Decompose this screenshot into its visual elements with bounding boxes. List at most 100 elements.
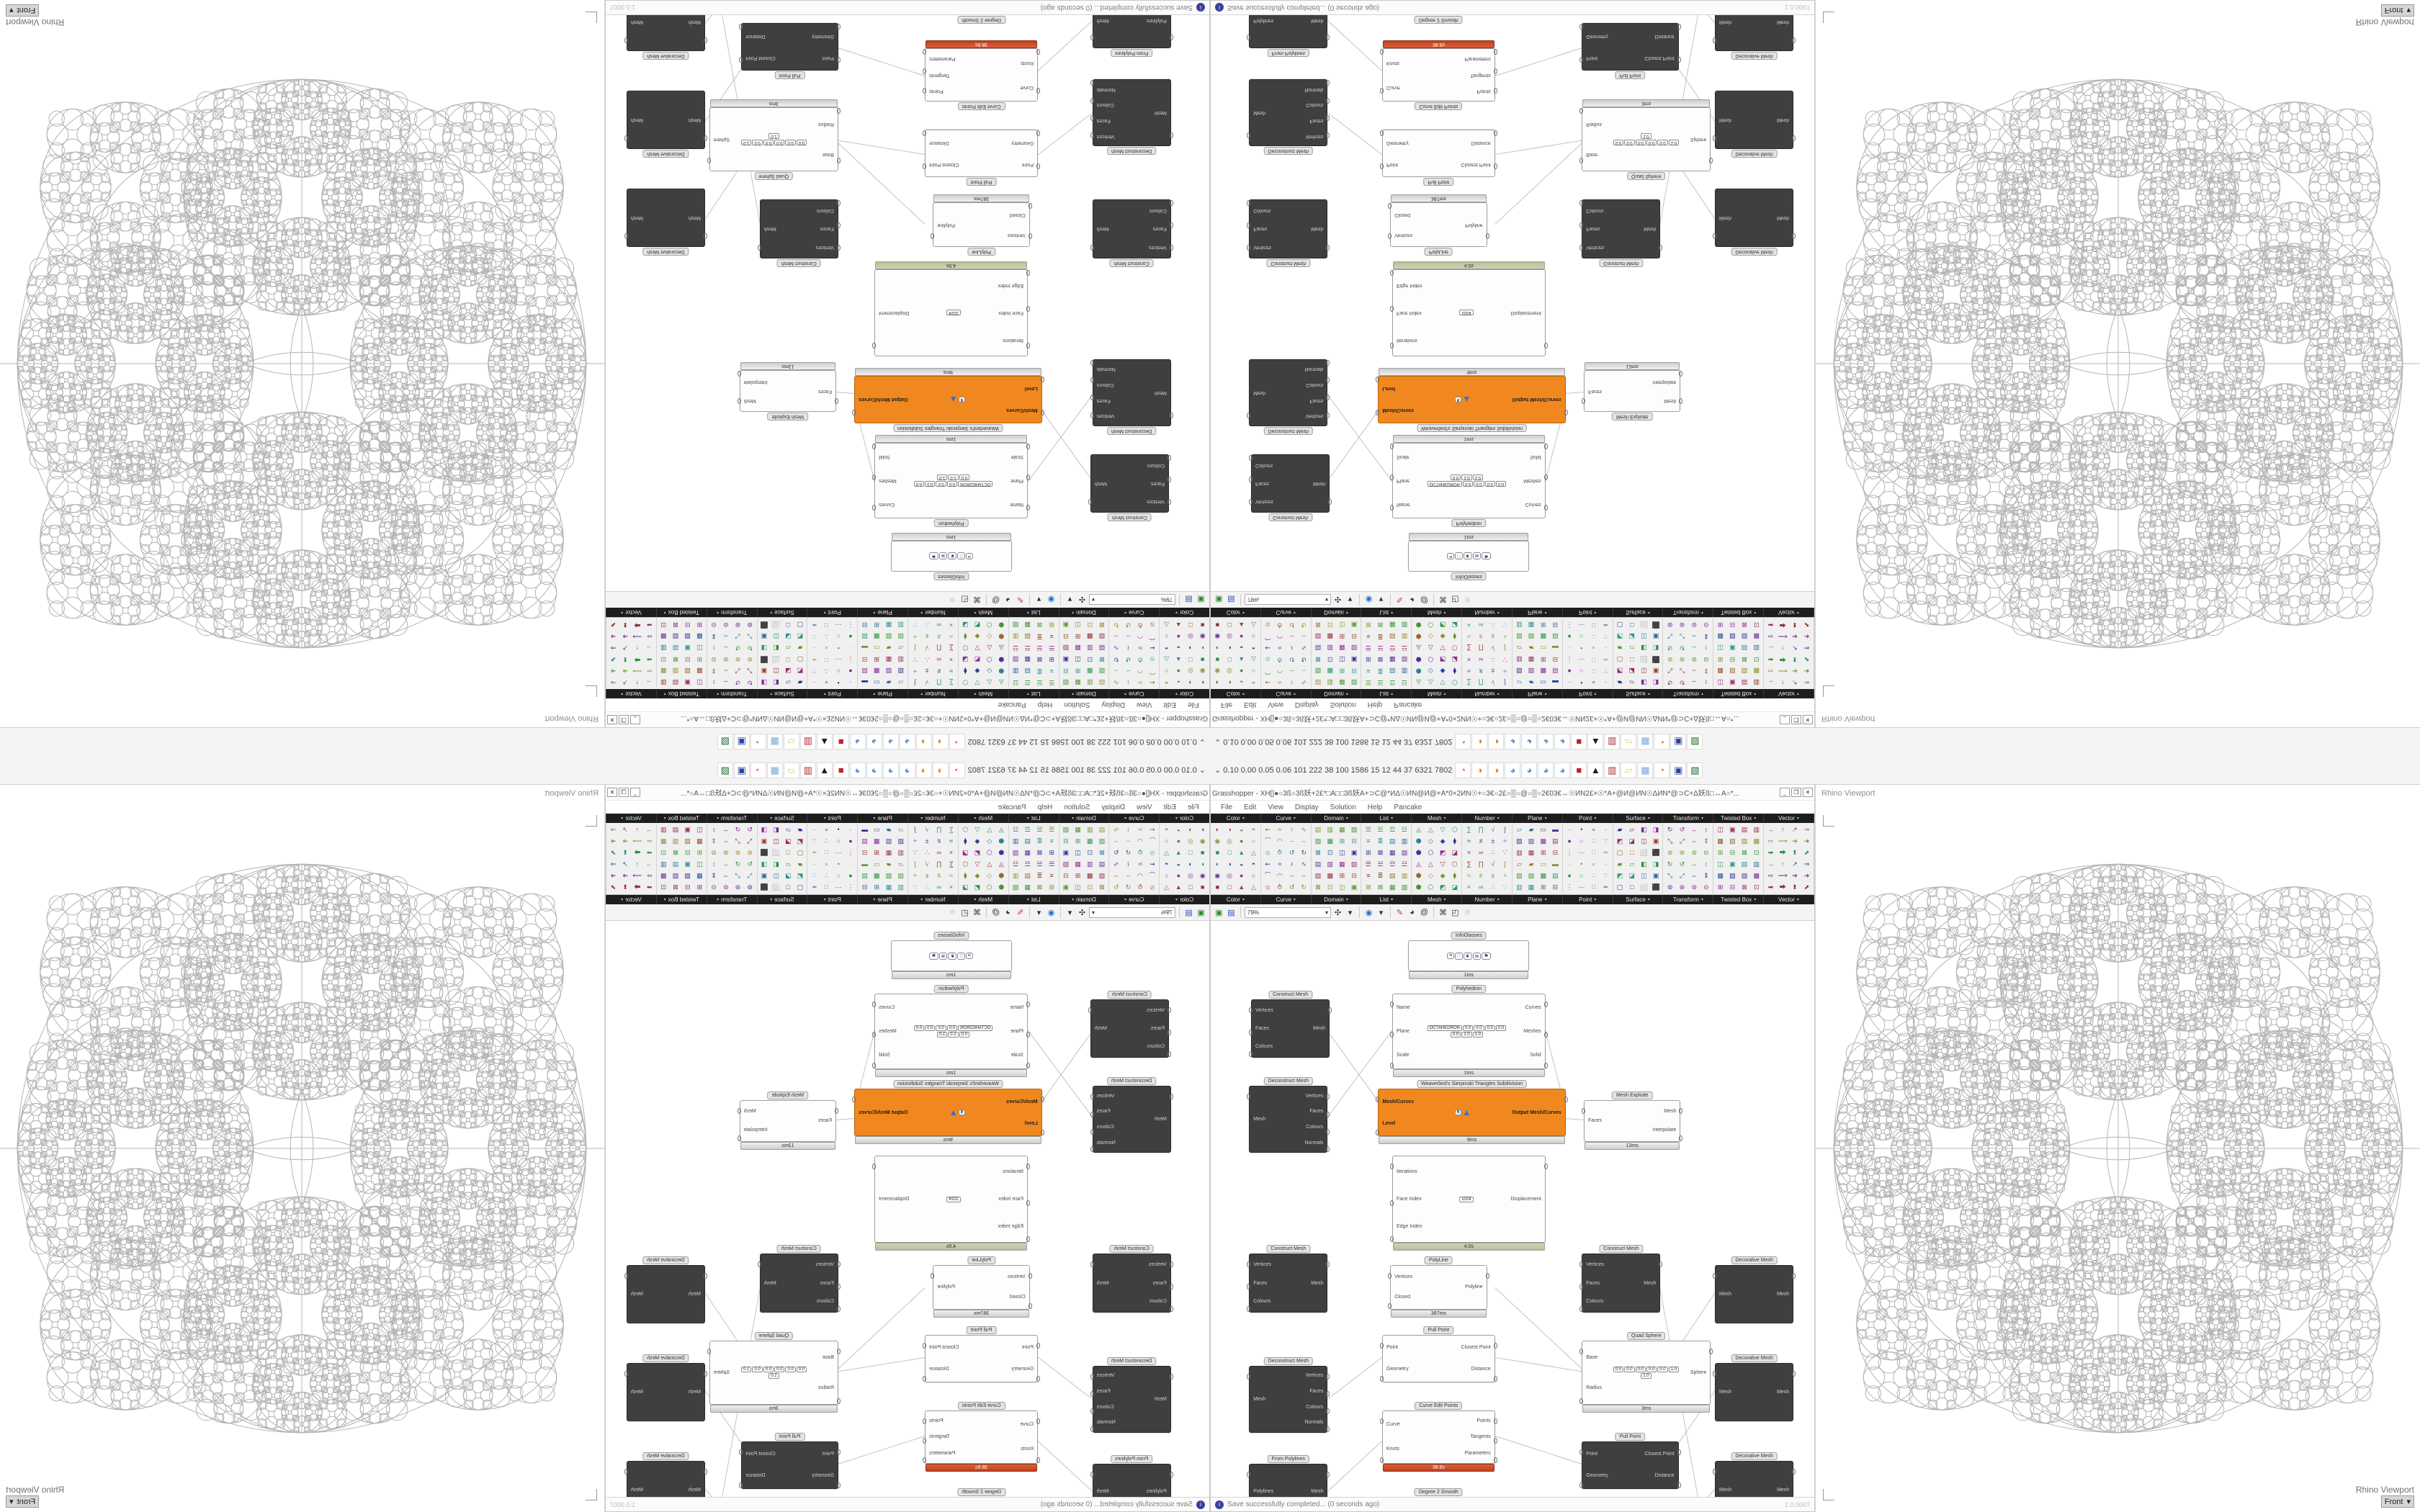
component-button[interactable]: ▧ <box>1726 665 1739 677</box>
component-button[interactable]: ⊟ <box>1549 654 1561 665</box>
output-port[interactable] <box>1792 135 1796 142</box>
component-button[interactable]: ⥁ <box>1134 847 1147 858</box>
chevron-down-icon[interactable]: ▾ <box>1242 897 1245 902</box>
component-button[interactable]: ▥ <box>1750 642 1762 653</box>
component-button[interactable]: ▽ <box>972 858 984 870</box>
component-button[interactable]: ⊜ <box>1688 654 1700 665</box>
component-button[interactable]: ▰ <box>883 824 895 835</box>
component-button[interactable]: ▦ <box>1072 824 1084 835</box>
input-port-label[interactable]: Knots <box>1386 60 1400 66</box>
gh-node-wb-sierpinski[interactable]: Mesh/Curves Level 6 ▲ Output Mesh/Curves Weav… <box>852 1080 1044 1145</box>
input-port-label[interactable]: Scale <box>1397 454 1410 459</box>
component-button[interactable]: ⊠ <box>670 654 682 665</box>
output-port-label[interactable]: Colours <box>1304 1405 1323 1410</box>
component-button[interactable]: ⊡ <box>658 847 670 858</box>
component-button[interactable]: ◫ <box>1336 618 1348 630</box>
firefox-icon[interactable]: ◔ <box>949 762 965 778</box>
value-field[interactable]: 0.0 <box>763 140 774 146</box>
component-button[interactable]: ↺ <box>1122 847 1134 858</box>
palette-icon[interactable]: ◕ <box>1521 734 1538 750</box>
component-button[interactable]: ⌢ <box>1298 630 1310 642</box>
chevron-down-icon[interactable]: ▾ <box>770 691 772 696</box>
component-button[interactable]: • <box>1576 858 1588 870</box>
input-port[interactable] <box>1036 1342 1040 1349</box>
component-button[interactable]: ⧫ <box>959 630 972 642</box>
output-port[interactable] <box>1090 114 1094 121</box>
component-button[interactable]: ± <box>921 665 933 677</box>
component-button[interactable]: ⇜ <box>1262 858 1274 870</box>
input-port-label[interactable]: Base <box>818 1355 834 1360</box>
component-button[interactable]: ○ <box>1160 870 1173 882</box>
output-port-label[interactable]: Polyline <box>937 222 955 228</box>
component-button[interactable]: ⊜ <box>1688 847 1700 858</box>
component-button[interactable]: ▦ <box>1714 870 1726 882</box>
output-port-label[interactable]: Faces <box>1304 118 1323 123</box>
input-port[interactable] <box>1388 1302 1392 1309</box>
component-button[interactable]: ÷ <box>1499 630 1511 642</box>
chevron-down-icon[interactable]: ▾ <box>1391 691 1393 696</box>
component-button[interactable]: ⇕ <box>708 835 720 847</box>
input-port[interactable] <box>836 200 841 207</box>
component-button[interactable]: ▤ <box>1096 858 1108 870</box>
component-button[interactable]: ▦ <box>1072 642 1084 653</box>
component-button[interactable]: ↔ <box>1688 824 1700 835</box>
component-button[interactable]: ÷ <box>1499 835 1511 847</box>
input-port[interactable] <box>1040 1130 1044 1136</box>
rhino-viewport[interactable]: Rhino Viewport Front ▾ Rhino Viewport <box>1815 785 2420 1512</box>
value-field[interactable]: 0.0 <box>1474 481 1484 487</box>
component-button[interactable]: ∴ <box>1487 882 1500 894</box>
output-port-label[interactable]: Meshes <box>1523 1029 1541 1034</box>
component-button[interactable]: ◒ <box>1235 642 1247 653</box>
component-button[interactable]: ≠ <box>1475 665 1487 677</box>
component-button[interactable]: □ <box>1185 618 1197 630</box>
output-port[interactable] <box>1326 1408 1330 1415</box>
chevron-down-icon[interactable]: ▾ <box>1701 816 1703 821</box>
component-button[interactable]: ⬆ <box>1789 618 1801 630</box>
component-button[interactable]: ↻ <box>1110 618 1122 630</box>
node-canvas[interactable]: ≡ ∷ ❦ ≣ ⚑ InfoGlasses 1ms Name Plane Scale OCTAHED… <box>1211 921 1814 1497</box>
component-button[interactable]: ▣ <box>681 642 694 653</box>
component-button[interactable]: □ <box>1626 847 1638 858</box>
component-button[interactable]: ▥ <box>895 847 907 858</box>
component-button[interactable]: ≈ <box>1463 665 1475 677</box>
at-icon[interactable]: @ <box>990 907 1001 918</box>
component-button[interactable]: □ <box>1224 618 1236 630</box>
input-port-label[interactable]: Point <box>1586 55 1608 60</box>
component-button[interactable]: ▣ <box>1650 665 1662 677</box>
component-button[interactable]: ⊠ <box>1312 882 1325 894</box>
palette-icon[interactable]: ◕ <box>899 762 915 778</box>
component-button[interactable]: ⬜ <box>770 882 782 894</box>
component-button[interactable]: ∴ <box>820 870 833 882</box>
component-button[interactable]: ⇨ <box>1765 630 1777 642</box>
component-button[interactable]: ∿ <box>1298 642 1310 653</box>
component-button[interactable]: ⬡ <box>1448 677 1461 688</box>
input-port-label[interactable]: Faces <box>1588 1118 1602 1123</box>
component-button[interactable]: ⌒ <box>1262 870 1274 882</box>
component-button[interactable]: ▤ <box>1739 677 1751 688</box>
chevron-down-icon[interactable]: ▾ <box>664 610 666 615</box>
output-port-label[interactable]: Parameters <box>929 56 955 61</box>
component-button[interactable]: ↺ <box>1122 654 1134 665</box>
component-button[interactable]: ◪ <box>959 847 972 858</box>
component-button[interactable]: ◩ <box>1614 665 1626 677</box>
component-button[interactable]: ▱ <box>1513 642 1525 653</box>
component-button[interactable]: ▱ <box>1626 642 1638 653</box>
component-button[interactable]: • <box>833 642 845 653</box>
component-button[interactable]: ▤ <box>1096 677 1108 688</box>
component-button[interactable]: ⊝ <box>1700 882 1713 894</box>
component-button[interactable]: ▬ <box>1549 858 1561 870</box>
ribbon-tab-number[interactable]: Number ▾ <box>908 895 958 904</box>
component-button[interactable]: ▥ <box>1399 870 1411 882</box>
component-button[interactable]: ⊠ <box>1034 847 1046 858</box>
component-button[interactable]: ▥ <box>1084 824 1096 835</box>
component-button[interactable]: ⦸ <box>1146 654 1158 665</box>
output-port-label[interactable]: Vertices <box>1304 1373 1323 1378</box>
caret-icon[interactable]: ▾ <box>1376 595 1386 606</box>
component-button[interactable]: ◐ <box>1211 642 1224 653</box>
input-port[interactable] <box>835 398 838 405</box>
output-port[interactable] <box>1090 359 1094 366</box>
component-button[interactable]: ⊡ <box>1084 618 1096 630</box>
component-button[interactable]: ⊠ <box>1374 654 1386 665</box>
component-button[interactable]: ⊠ <box>1034 882 1046 894</box>
component-button[interactable]: ⇕ <box>1700 665 1713 677</box>
